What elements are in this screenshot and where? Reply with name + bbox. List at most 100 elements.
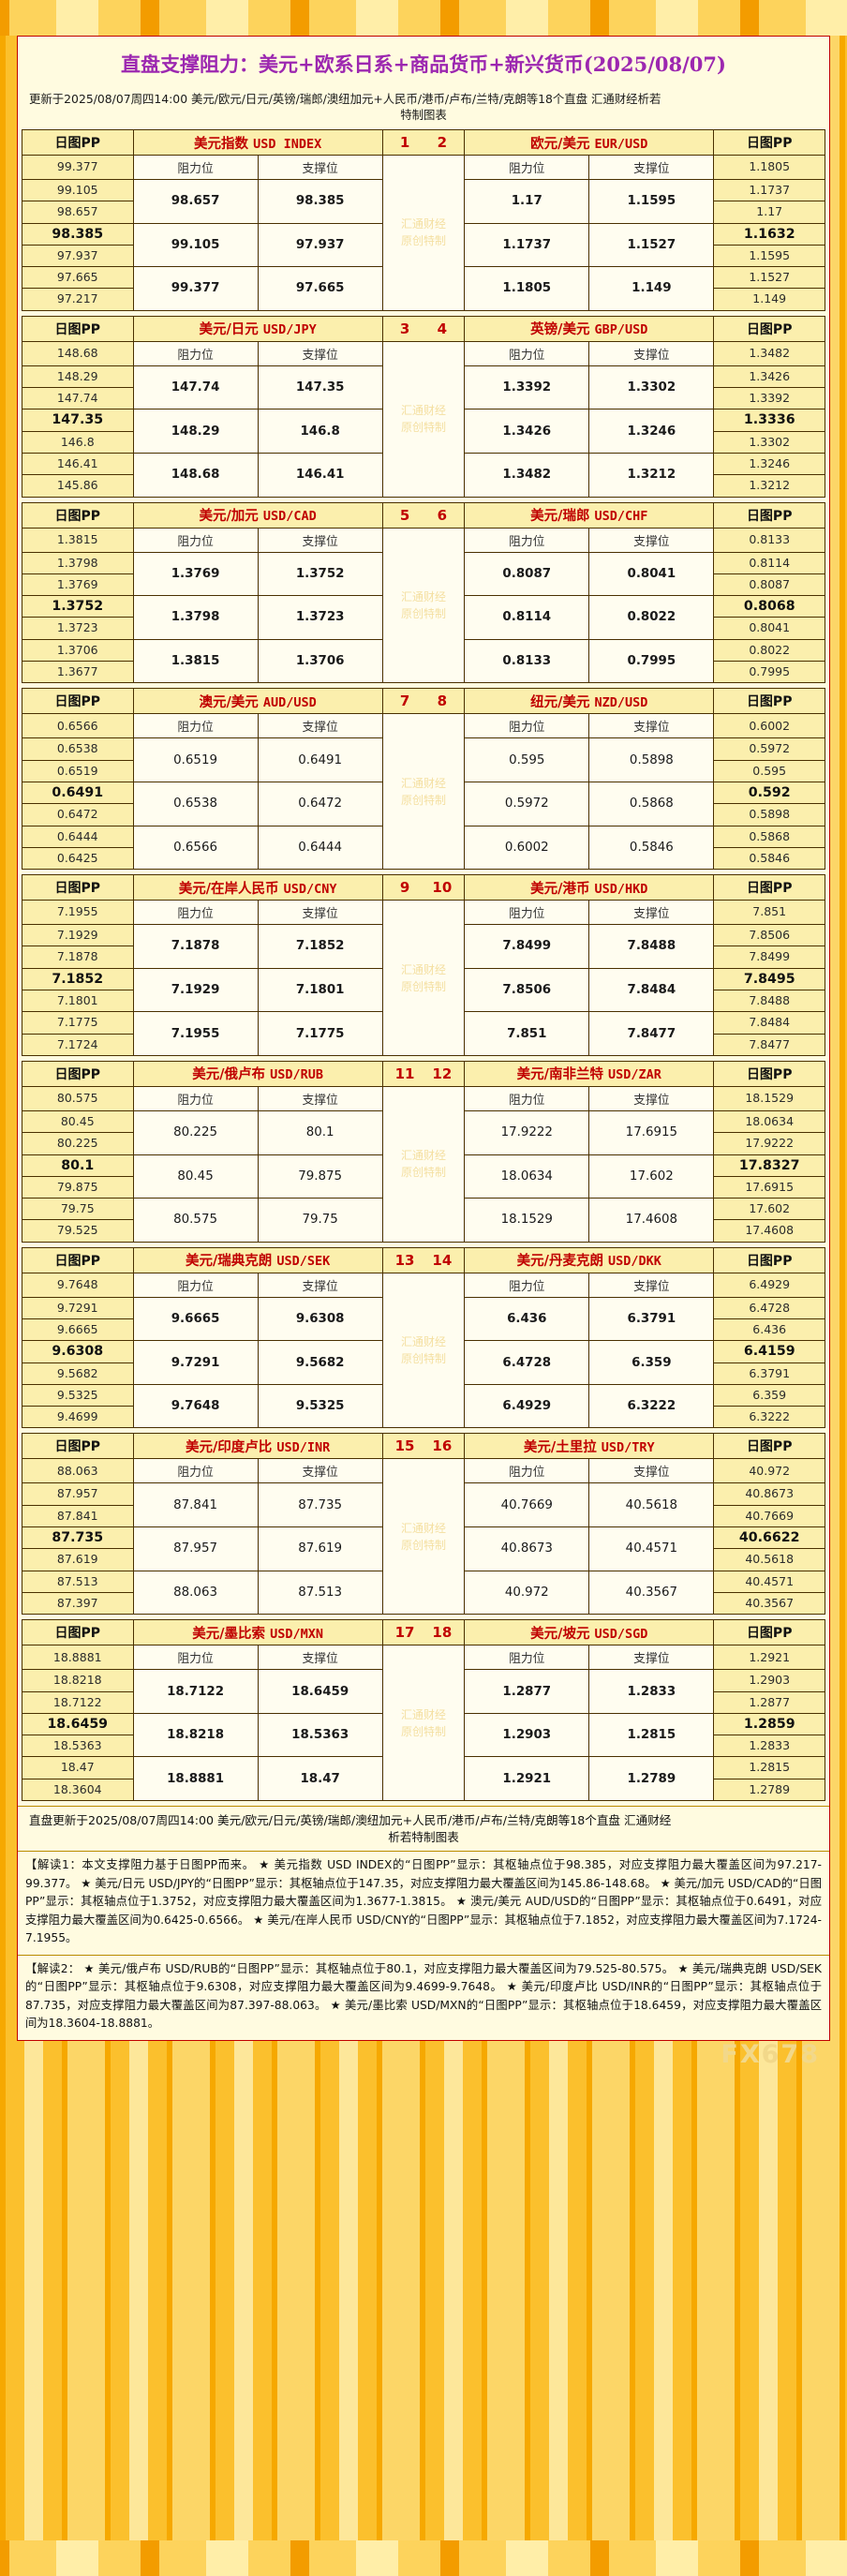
resistance-label-right: 阻力位	[464, 900, 590, 926]
block-pp-row: 9.6665 6.436	[22, 1318, 825, 1342]
resistance-value-right: 0.6002	[464, 825, 590, 871]
instrument-title-right: 美元/港币 USD/HKD	[464, 874, 715, 901]
support-label-left: 支撑位	[257, 155, 383, 180]
instrument-title-right: 美元/土里拉 USD/TRY	[464, 1433, 715, 1460]
resistance-label-right: 阻力位	[464, 1272, 590, 1298]
support-value-right: 1.3246	[588, 409, 715, 454]
pp-value: 87.619	[22, 1548, 134, 1571]
support-value-right: 6.3791	[588, 1296, 715, 1342]
block-data-row: 80.45 80.225 80.1 17.9222 17.6915 18.0634	[22, 1109, 825, 1155]
pp-value: 1.3212	[713, 474, 825, 498]
block-pp-row: 0.6519 0.595	[22, 759, 825, 782]
support-label-right: 支撑位	[588, 1272, 715, 1298]
support-value-right: 40.5618	[588, 1482, 715, 1528]
support-value-right: 1.3212	[588, 452, 715, 498]
pp-value: 79.525	[22, 1219, 134, 1243]
resistance-value-right: 7.8506	[464, 967, 590, 1013]
resistance-value-right: 1.3426	[464, 409, 590, 454]
pp-value: 9.7291	[22, 1296, 134, 1319]
block-pp-row: 87.841 40.7669	[22, 1504, 825, 1528]
resistance-value-left: 87.841	[132, 1482, 259, 1528]
pp-value: 9.6665	[22, 1318, 134, 1342]
pp-value: 7.8499	[713, 946, 825, 969]
block-index-right: 14	[432, 1251, 453, 1269]
resistance-value-right: 0.8114	[464, 595, 590, 640]
resistance-value-left: 1.3769	[132, 551, 259, 597]
pp-value: 6.436	[713, 1318, 825, 1342]
support-value-right: 6.359	[588, 1340, 715, 1385]
pp-value: 7.1852	[22, 967, 134, 991]
pivot-block: 日图PP 美元/在岸人民币 USD/CNY 9 10 美元/港币 USD/HKD 日图PP…	[22, 874, 825, 1056]
resistance-value-left: 1.3815	[132, 638, 259, 684]
pp-header-right: 日图PP	[713, 1246, 825, 1273]
resistance-value-left: 80.45	[132, 1154, 259, 1199]
support-value-left: 87.619	[257, 1526, 383, 1571]
pp-value: 7.1724	[22, 1033, 134, 1056]
pp-value: 1.1737	[713, 178, 825, 202]
watermark-cell: 汇通财经 原创特制	[381, 1272, 466, 1429]
pp-value: 146.8	[22, 430, 134, 454]
pp-value: 1.3798	[22, 551, 134, 574]
resistance-value-right: 17.9222	[464, 1109, 590, 1155]
pp-value: 147.74	[22, 387, 134, 410]
pp-value: 18.8881	[22, 1645, 134, 1671]
instrument-title-right: 纽元/美元 NZD/USD	[464, 688, 715, 715]
resistance-value-right: 0.5972	[464, 781, 590, 826]
pp-value: 0.5898	[713, 803, 825, 826]
block-index-right: 4	[437, 320, 448, 337]
instrument-title-right: 英镑/美元 GBP/USD	[464, 315, 715, 342]
block-data-row: 0.6538 0.6519 0.6491 0.595 0.5898 0.5972	[22, 737, 825, 782]
block-pp-row: 7.1801 7.8488	[22, 990, 825, 1013]
pp-value: 17.6915	[713, 1175, 825, 1199]
support-label-left: 支撑位	[257, 900, 383, 926]
block-pp-row: 18.5363 1.2833	[22, 1735, 825, 1758]
resistance-value-left: 9.6665	[132, 1296, 259, 1342]
pp-header-right: 日图PP	[713, 688, 825, 715]
pp-value: 1.3392	[713, 387, 825, 410]
block-pp-row: 87.619 40.5618	[22, 1548, 825, 1571]
block-index-cell: 13 14	[381, 1246, 466, 1273]
instrument-title-right: 美元/南非兰特 USD/ZAR	[464, 1060, 715, 1087]
support-label-right: 支撑位	[588, 1085, 715, 1111]
block-subheader-row: 88.063 阻力位 支撑位 汇通财经 原创特制 阻力位 支撑位 40.972	[22, 1458, 825, 1616]
block-subheader-row: 99.377 阻力位 支撑位 汇通财经 原创特制 阻力位 支撑位 1.1805	[22, 155, 825, 311]
pp-value: 7.1929	[22, 924, 134, 947]
block-data-row: 18.6459 18.8218 18.5363 1.2903 1.2815 1.2859	[22, 1712, 825, 1758]
instrument-title-left: 美元/加元 USD/CAD	[132, 501, 383, 529]
pp-value: 1.3752	[22, 595, 134, 618]
pp-header-right: 日图PP	[713, 1060, 825, 1087]
pivot-block: 日图PP 美元/瑞典克朗 USD/SEK 13 14 美元/丹麦克朗 USD/DKK 日图…	[22, 1246, 825, 1429]
support-value-left: 146.8	[257, 409, 383, 454]
pp-value: 9.5682	[22, 1362, 134, 1385]
support-value-left: 98.385	[257, 179, 383, 224]
resistance-label-right: 阻力位	[464, 1458, 590, 1484]
support-value-left: 97.937	[257, 222, 383, 268]
resistance-value-right: 0.8087	[464, 551, 590, 597]
resistance-value-right: 1.17	[464, 179, 590, 224]
pp-value: 146.41	[22, 452, 134, 476]
resistance-value-left: 148.68	[132, 452, 259, 498]
pp-value: 7.8506	[713, 924, 825, 947]
resistance-value-right: 6.4929	[464, 1383, 590, 1429]
pp-value: 0.8022	[713, 638, 825, 663]
resistance-value-left: 87.957	[132, 1526, 259, 1571]
pp-value: 0.8041	[713, 617, 825, 640]
pp-header-right: 日图PP	[713, 315, 825, 342]
resistance-label-left: 阻力位	[132, 155, 259, 180]
resistance-value-left: 147.74	[132, 365, 259, 410]
pp-value: 87.841	[22, 1504, 134, 1528]
pp-value: 1.3426	[713, 365, 825, 389]
pp-value: 0.8133	[713, 527, 825, 553]
block-index-left: 7	[399, 692, 410, 710]
pp-value: 145.86	[22, 474, 134, 498]
pp-value: 6.3222	[713, 1406, 825, 1429]
block-data-row: 97.665 99.377 97.665 1.1805 1.149 1.1527	[22, 266, 825, 311]
support-value-left: 9.6308	[257, 1296, 383, 1342]
support-value-right: 0.5868	[588, 781, 715, 826]
support-value-right: 1.149	[588, 266, 715, 311]
support-value-left: 18.6459	[257, 1669, 383, 1714]
resistance-label-left: 阻力位	[132, 1272, 259, 1298]
pp-value: 1.1595	[713, 244, 825, 268]
pp-value: 17.4608	[713, 1219, 825, 1243]
resistance-value-left: 7.1955	[132, 1011, 259, 1056]
